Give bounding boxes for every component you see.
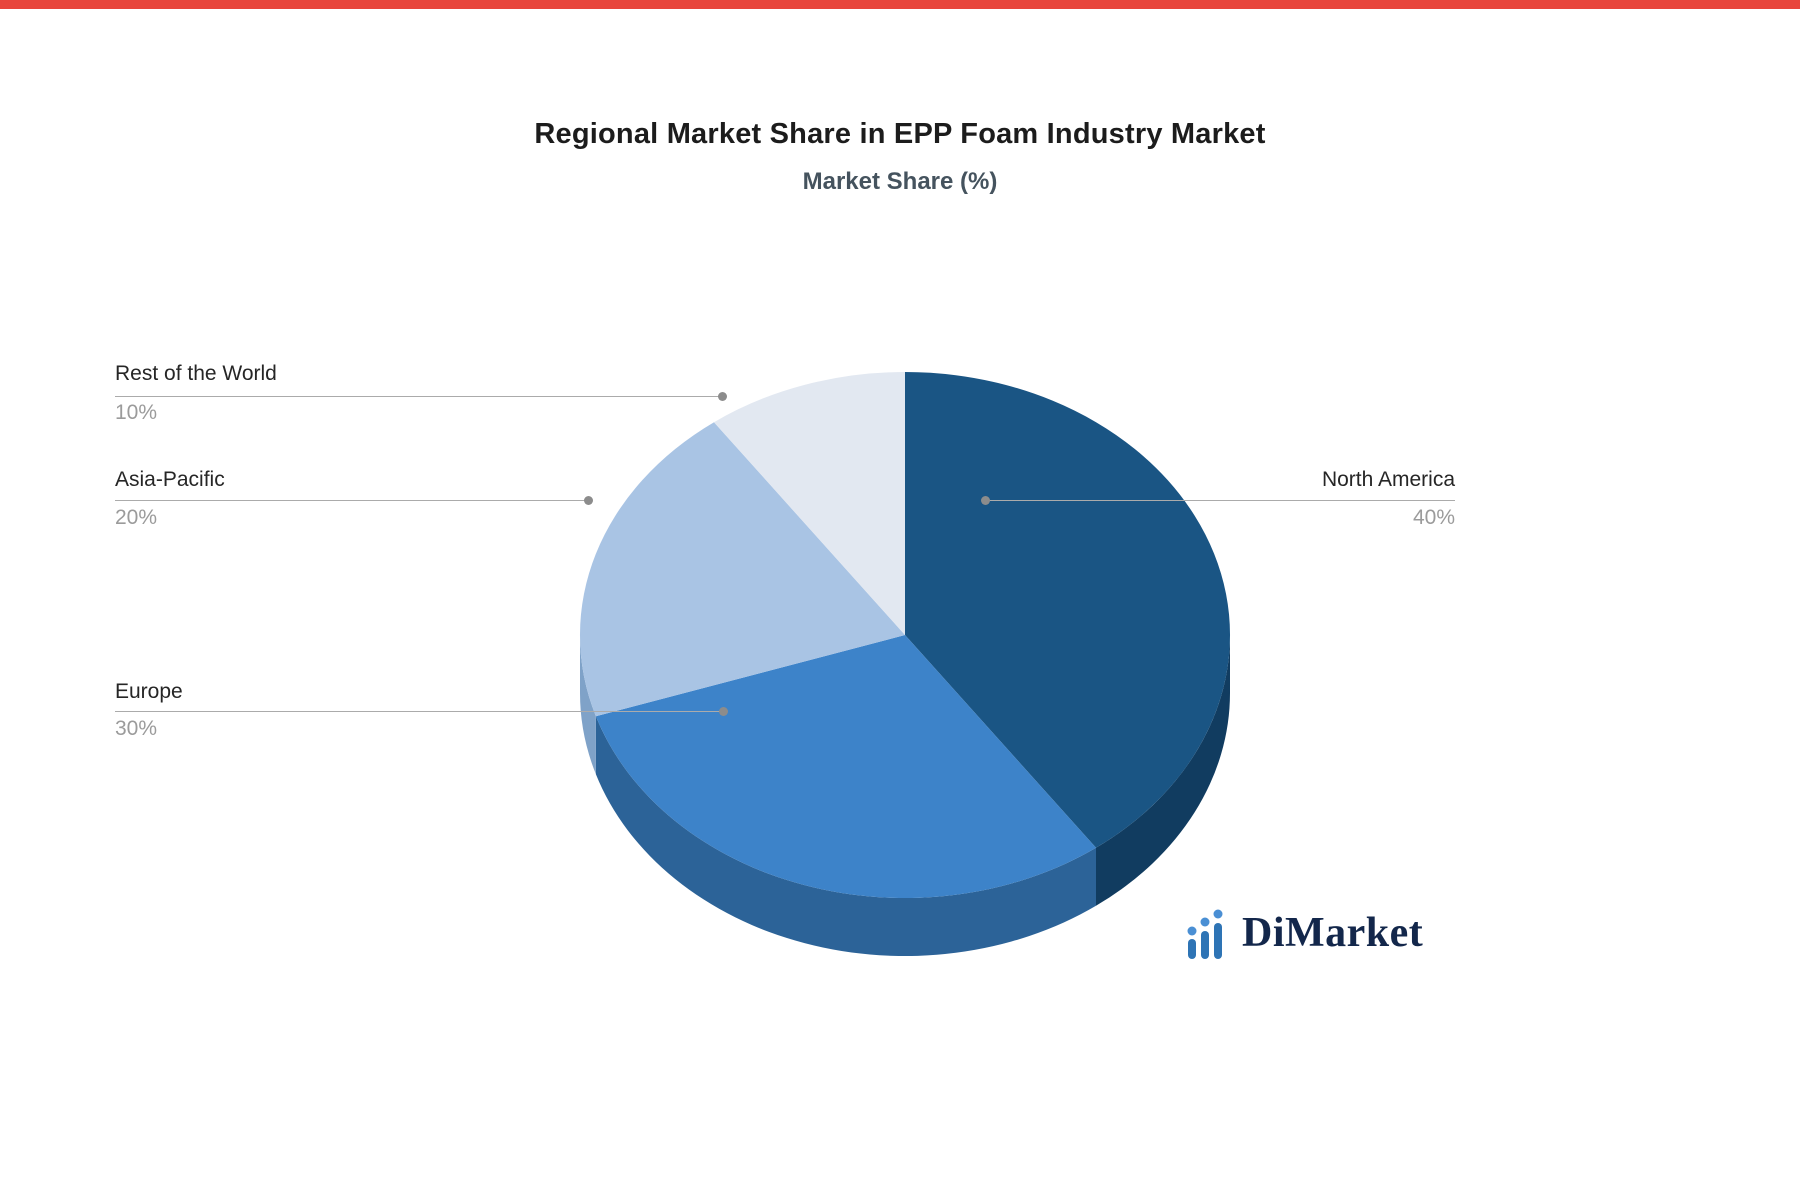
callout-value: 40% — [1412, 506, 1455, 529]
leader-line — [115, 500, 588, 501]
callout-dot — [584, 496, 593, 505]
leader-line — [115, 711, 723, 712]
callout-value: 10% — [115, 401, 158, 424]
leader-line — [985, 500, 1455, 501]
chart-title: Regional Market Share in EPP Foam Indust… — [534, 118, 1266, 150]
leader-line — [115, 396, 722, 397]
callout-dot — [718, 392, 727, 401]
top-accent-bar — [0, 0, 1800, 9]
dimarket-logo-text: DiMarket — [1242, 910, 1424, 956]
callout-name: Europe — [115, 680, 183, 703]
callout-dot — [981, 496, 990, 505]
callout-name: Asia-Pacific — [115, 468, 225, 491]
callout-dot — [719, 707, 728, 716]
callout-value: 20% — [115, 506, 158, 529]
dimarket-logo: DiMarket — [1186, 903, 1606, 963]
callout-name: North America — [1321, 468, 1455, 491]
dimarket-logo-icon — [1187, 909, 1223, 959]
callout-value: 30% — [115, 717, 158, 740]
callout-name: Rest of the World — [115, 362, 277, 385]
chart-subtitle: Market Share (%) — [802, 168, 998, 195]
